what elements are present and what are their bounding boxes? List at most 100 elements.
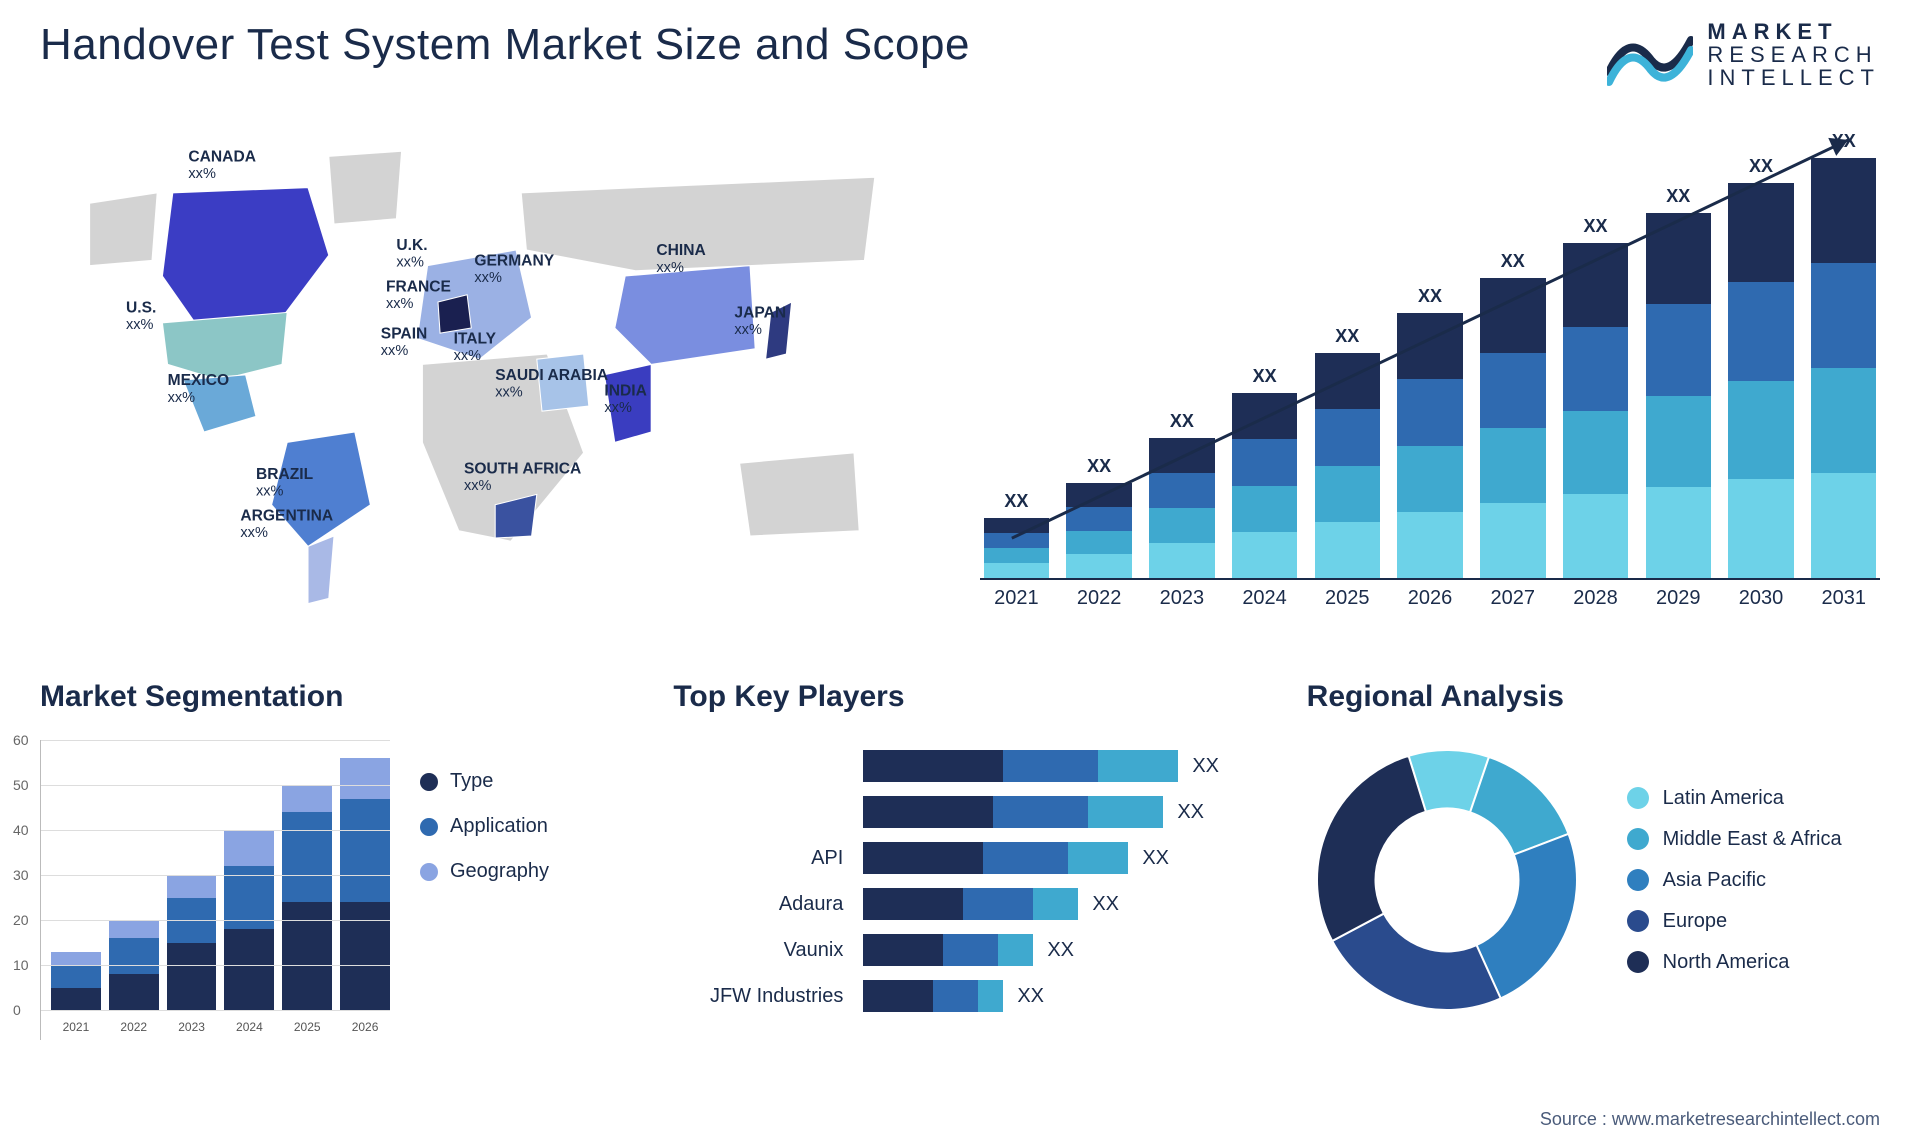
bar-value-label: XX	[1832, 131, 1856, 152]
bar-segment	[1811, 368, 1876, 473]
legend-swatch-icon	[420, 818, 438, 836]
seg-segment	[282, 812, 332, 902]
donut-icon	[1307, 740, 1587, 1020]
seg-segment	[51, 952, 101, 966]
bar-segment	[1480, 353, 1545, 428]
seg-x-label: 2026	[340, 1020, 390, 1034]
bar-segment	[1066, 554, 1131, 578]
bar-segment	[1811, 263, 1876, 368]
key-players-chart: APIAdauraVaunixJFW Industries XXXXXXXXXX…	[673, 750, 1246, 1012]
segmentation-chart: 202120222023202420252026 0102030405060	[40, 740, 390, 1040]
bar-col: XX	[1228, 366, 1301, 578]
kp-segment	[933, 980, 978, 1012]
svg-text:INDIA: INDIA	[604, 383, 646, 400]
bar-segment	[1149, 543, 1214, 578]
legend-label: Application	[450, 815, 548, 838]
donut-slice	[1476, 834, 1576, 999]
bar-col: XX	[1476, 251, 1549, 578]
seg-segment	[224, 830, 274, 866]
seg-segment	[282, 785, 332, 812]
kp-segment	[998, 934, 1033, 966]
svg-text:xx%: xx%	[396, 255, 424, 271]
bar-segment	[1232, 486, 1297, 532]
market-size-bar-chart: XXXXXXXXXXXXXXXXXXXXXX 20212022202320242…	[980, 120, 1880, 640]
bar-segment	[1563, 494, 1628, 578]
bar-segment	[1232, 532, 1297, 578]
regional-title: Regional Analysis	[1307, 680, 1880, 714]
bar-col: XX	[1559, 216, 1632, 578]
kp-segment	[863, 842, 983, 874]
bar-segment	[1397, 446, 1462, 512]
svg-text:xx%: xx%	[381, 343, 409, 359]
kp-value-label: XX	[1017, 985, 1044, 1008]
bar-segment	[1811, 158, 1876, 263]
segmentation-panel: Market Segmentation 20212022202320242025…	[40, 680, 613, 1060]
country-us	[162, 312, 287, 380]
kp-value-label: XX	[1177, 801, 1204, 824]
kp-row: XX	[863, 750, 1246, 782]
bar-col: XX	[1807, 131, 1880, 578]
svg-text:ARGENTINA: ARGENTINA	[240, 507, 333, 524]
seg-segment	[282, 902, 332, 1010]
kp-row: XX	[863, 934, 1246, 966]
svg-text:ITALY: ITALY	[454, 331, 497, 348]
seg-segment	[224, 929, 274, 1010]
bar-segment	[1563, 327, 1628, 411]
regional-panel: Regional Analysis Latin America Middle Ea…	[1307, 680, 1880, 1060]
kp-row: XX	[863, 888, 1246, 920]
kp-name-label: Vaunix	[673, 934, 843, 966]
bar-x-label: 2024	[1228, 587, 1301, 610]
svg-text:GERMANY: GERMANY	[474, 253, 554, 270]
regional-legend-item: Europe	[1627, 910, 1842, 933]
legend-label: Latin America	[1663, 787, 1784, 810]
bar-segment	[1646, 304, 1711, 395]
page-title: Handover Test System Market Size and Sco…	[40, 20, 970, 70]
map-label: U.K.xx%	[396, 237, 427, 271]
kp-segment	[993, 796, 1088, 828]
bar-segment	[1646, 213, 1711, 304]
seg-bar	[51, 952, 101, 1011]
svg-text:U.K.: U.K.	[396, 237, 427, 254]
kp-segment	[863, 796, 993, 828]
kp-value-label: XX	[1192, 755, 1219, 778]
logo-text-1: MARKET	[1707, 20, 1880, 43]
seg-segment	[51, 988, 101, 1011]
bar-segment	[1066, 483, 1131, 507]
regional-legend-item: Middle East & Africa	[1627, 828, 1842, 851]
regional-legend: Latin AmericaMiddle East & AfricaAsia Pa…	[1627, 787, 1842, 974]
kp-name-label: Adaura	[673, 888, 843, 920]
bar-segment	[1397, 512, 1462, 578]
seg-y-tick: 30	[13, 867, 29, 883]
seg-legend-item: Geography	[420, 860, 549, 883]
bar-x-label: 2029	[1642, 587, 1715, 610]
bar-value-label: XX	[1584, 216, 1608, 237]
seg-y-tick: 0	[13, 1002, 21, 1018]
legend-swatch-icon	[1627, 869, 1649, 891]
legend-swatch-icon	[420, 773, 438, 791]
bar-x-label: 2027	[1476, 587, 1549, 610]
bar-value-label: XX	[1749, 156, 1773, 177]
bar-value-label: XX	[1666, 186, 1690, 207]
bar-segment	[1315, 466, 1380, 522]
kp-segment	[1088, 796, 1163, 828]
bar-segment	[1480, 428, 1545, 503]
kp-row: XX	[863, 842, 1246, 874]
seg-segment	[167, 875, 217, 898]
kp-segment	[1003, 750, 1098, 782]
bar-segment	[1646, 487, 1711, 578]
country-grl	[329, 151, 402, 224]
bar-segment	[984, 533, 1049, 548]
kp-value-label: XX	[1047, 939, 1074, 962]
bar-x-label: 2023	[1145, 587, 1218, 610]
seg-segment	[340, 902, 390, 1010]
donut-slice	[1317, 756, 1426, 941]
legend-label: Type	[450, 770, 493, 793]
bar-value-label: XX	[1253, 366, 1277, 387]
svg-text:xx%: xx%	[734, 322, 762, 338]
kp-segment	[1098, 750, 1178, 782]
country-na	[162, 188, 328, 328]
seg-segment	[340, 758, 390, 799]
bar-segment	[1315, 522, 1380, 578]
bar-segment	[1563, 411, 1628, 495]
seg-segment	[109, 920, 159, 938]
